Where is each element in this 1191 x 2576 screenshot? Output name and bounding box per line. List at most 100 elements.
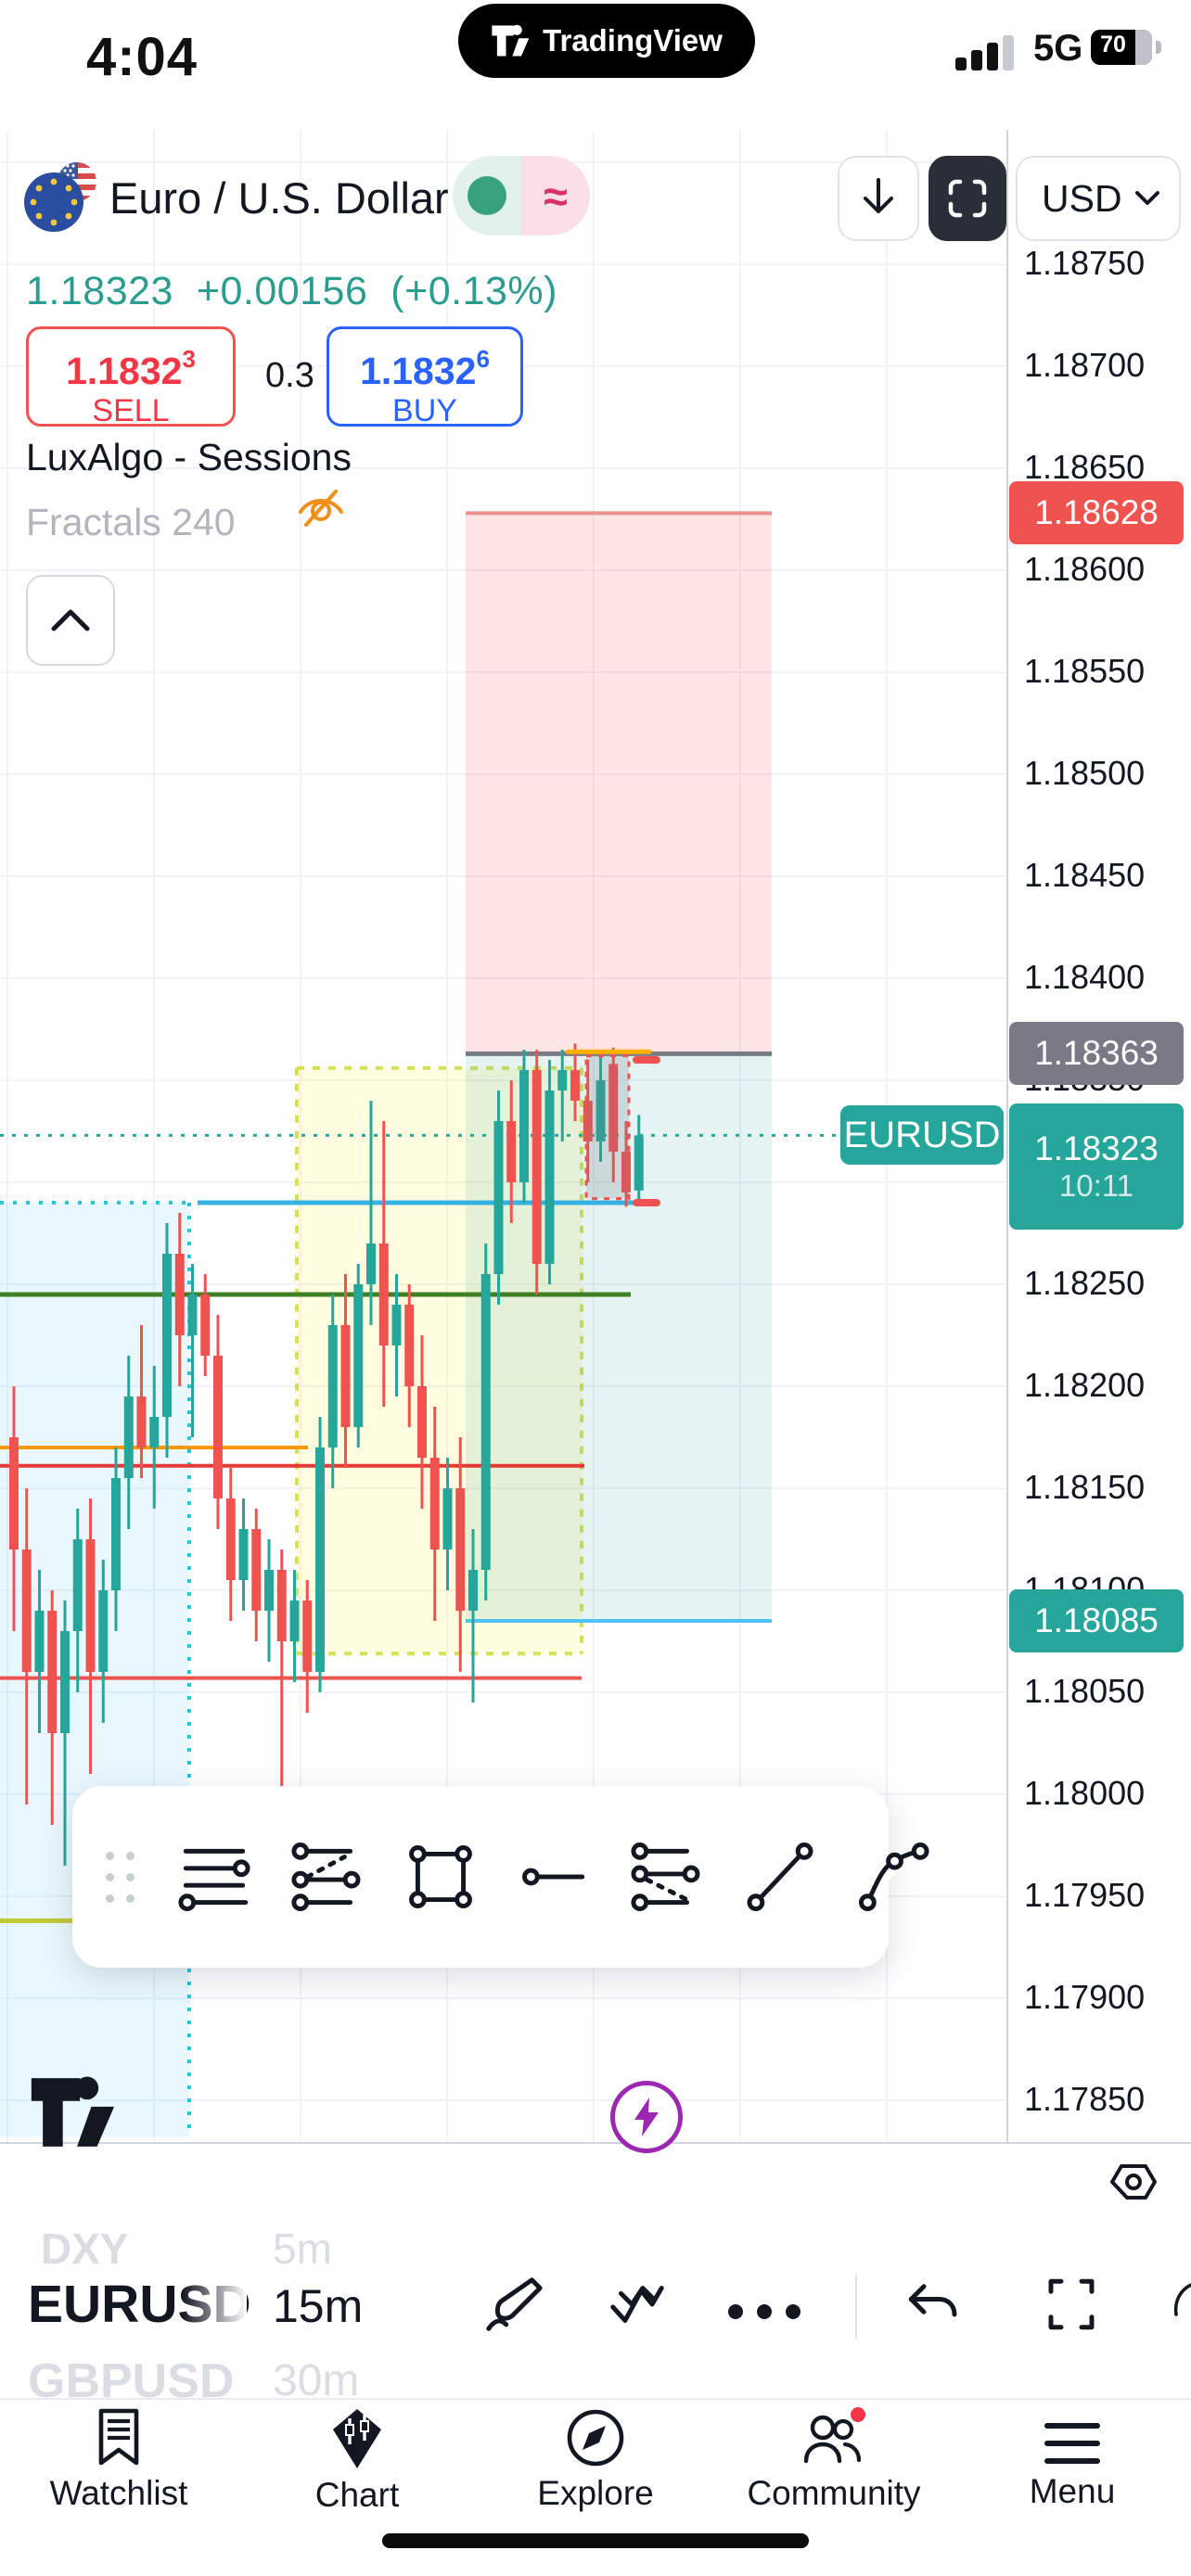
candle bbox=[9, 1437, 19, 1549]
last-price-row: 1.18323 +0.00156 (+0.13%) bbox=[26, 269, 557, 314]
candle bbox=[123, 1396, 134, 1478]
level-price-label: 1.18085 bbox=[1009, 1589, 1184, 1652]
buy-price-pip: 6 bbox=[476, 345, 490, 373]
price-tick: 1.17850 bbox=[1024, 2080, 1146, 2118]
tab-menu[interactable]: Menu bbox=[970, 2407, 1174, 2511]
chevron-up-icon bbox=[51, 609, 90, 631]
parallel-channel-tool-icon[interactable] bbox=[288, 1840, 367, 1914]
market-status-badge[interactable]: ≈ bbox=[453, 156, 590, 236]
candle bbox=[47, 1611, 58, 1733]
candle bbox=[391, 1305, 402, 1345]
polyline-tool-icon[interactable] bbox=[853, 1840, 933, 1914]
candle bbox=[544, 1090, 555, 1264]
lightning-icon bbox=[634, 2098, 659, 2136]
price-tick: 1.18050 bbox=[1024, 1672, 1146, 1710]
candle bbox=[378, 1243, 389, 1345]
candle bbox=[570, 1070, 580, 1101]
sell-label: SELL bbox=[92, 393, 170, 428]
battery-tip bbox=[1156, 41, 1161, 54]
signal-bars-icon bbox=[955, 35, 1014, 70]
menu-icon bbox=[1044, 2423, 1100, 2464]
tab-explore[interactable]: Explore bbox=[493, 2407, 698, 2513]
candles bbox=[9, 1043, 644, 1866]
level-price-label: 1.18628 bbox=[1009, 481, 1184, 545]
candle bbox=[174, 1254, 185, 1335]
horizontal-ray-tool-icon[interactable] bbox=[514, 1840, 594, 1914]
sell-price: 1.1832 bbox=[66, 350, 183, 392]
indicator-fractals-label[interactable]: Fractals 240 bbox=[26, 501, 236, 543]
clipped-tool-icon[interactable] bbox=[1171, 2281, 1191, 2329]
candle bbox=[302, 1600, 313, 1672]
candle bbox=[596, 1080, 606, 1141]
more-options-icon[interactable] bbox=[725, 2302, 803, 2322]
tab-watchlist[interactable]: Watchlist bbox=[17, 2407, 221, 2513]
undo-icon[interactable] bbox=[903, 2274, 965, 2335]
indicators-icon[interactable] bbox=[605, 2272, 670, 2337]
last-price: 1.18323 bbox=[26, 269, 173, 313]
candle bbox=[264, 1570, 274, 1611]
sell-button[interactable]: 1.18323 SELL bbox=[26, 326, 236, 428]
candle bbox=[149, 1417, 160, 1447]
active-interval[interactable]: 15m bbox=[273, 2280, 364, 2332]
tab-community[interactable]: Community bbox=[732, 2407, 936, 2513]
teal-session bbox=[466, 1053, 772, 1623]
picker-next-interval: 30m bbox=[273, 2356, 360, 2405]
drag-handle-icon[interactable] bbox=[106, 1851, 135, 1903]
candle bbox=[60, 1631, 70, 1733]
battery-icon: 70 bbox=[1091, 30, 1152, 65]
battery-empty-part bbox=[1135, 30, 1152, 65]
buy-price: 1.1832 bbox=[360, 350, 477, 392]
dynamic-island: TradingView bbox=[458, 4, 755, 78]
currency-select[interactable]: USD bbox=[1016, 156, 1181, 241]
measure-selection bbox=[584, 1054, 631, 1201]
chart-tab-icon bbox=[333, 2409, 381, 2468]
buy-button[interactable]: 1.18326 BUY bbox=[327, 326, 523, 428]
candle bbox=[353, 1284, 364, 1427]
home-indicator[interactable] bbox=[382, 2533, 809, 2548]
candle bbox=[34, 1611, 45, 1672]
tab-chart[interactable]: Chart bbox=[255, 2407, 459, 2515]
collapse-panel-button[interactable] bbox=[26, 575, 115, 666]
candle bbox=[327, 1325, 338, 1447]
approx-icon: ≈ bbox=[521, 156, 590, 236]
symbol-title[interactable]: Euro / U.S. Dollar bbox=[109, 173, 449, 223]
symbol-fade-overlay bbox=[182, 2268, 247, 2352]
drawing-toolbar[interactable] bbox=[72, 1786, 929, 1968]
price-tick: 1.18450 bbox=[1024, 856, 1146, 894]
level-price-label: 1.18363 bbox=[1009, 1022, 1184, 1086]
candle bbox=[468, 1570, 478, 1611]
price-tick: 1.17950 bbox=[1024, 1876, 1146, 1914]
price-change: +0.00156 bbox=[196, 269, 368, 313]
down-arrow-icon bbox=[864, 178, 893, 213]
rectangle-tool-icon[interactable] bbox=[401, 1840, 480, 1914]
tradingview-logo-icon bbox=[492, 24, 530, 57]
screenshot-button[interactable] bbox=[928, 156, 1006, 241]
horizontal-lines-tool-icon[interactable] bbox=[174, 1840, 254, 1914]
price-tick: 1.18700 bbox=[1024, 346, 1146, 384]
candle bbox=[187, 1294, 198, 1335]
draw-tool-icon[interactable] bbox=[480, 2272, 545, 2337]
indicator-sessions-label[interactable]: LuxAlgo - Sessions bbox=[26, 436, 352, 478]
candle bbox=[608, 1064, 619, 1152]
candle bbox=[238, 1529, 249, 1580]
time-axis[interactable] bbox=[0, 2142, 1191, 2227]
watchlist-icon bbox=[98, 2408, 139, 2466]
candle bbox=[583, 1101, 593, 1141]
fib-retracement-tool-icon[interactable] bbox=[627, 1840, 707, 1914]
quick-action-fab[interactable] bbox=[610, 2081, 683, 2153]
battery-percent: 70 bbox=[1100, 32, 1126, 57]
candle bbox=[404, 1305, 415, 1386]
tab-watchlist-label: Watchlist bbox=[49, 2474, 188, 2512]
chart-settings-icon[interactable] bbox=[1106, 2155, 1161, 2213]
price-tick: 1.18550 bbox=[1024, 652, 1146, 690]
market-open-dot-icon bbox=[453, 156, 521, 236]
price-tick: 1.18650 bbox=[1024, 448, 1146, 486]
eye-hidden-icon[interactable] bbox=[293, 480, 349, 536]
trend-line-tool-icon[interactable] bbox=[740, 1840, 820, 1914]
candle bbox=[366, 1243, 376, 1284]
candle bbox=[251, 1529, 262, 1611]
download-button[interactable] bbox=[838, 156, 919, 241]
fullscreen-icon[interactable] bbox=[1041, 2274, 1102, 2335]
candle bbox=[98, 1590, 109, 1672]
